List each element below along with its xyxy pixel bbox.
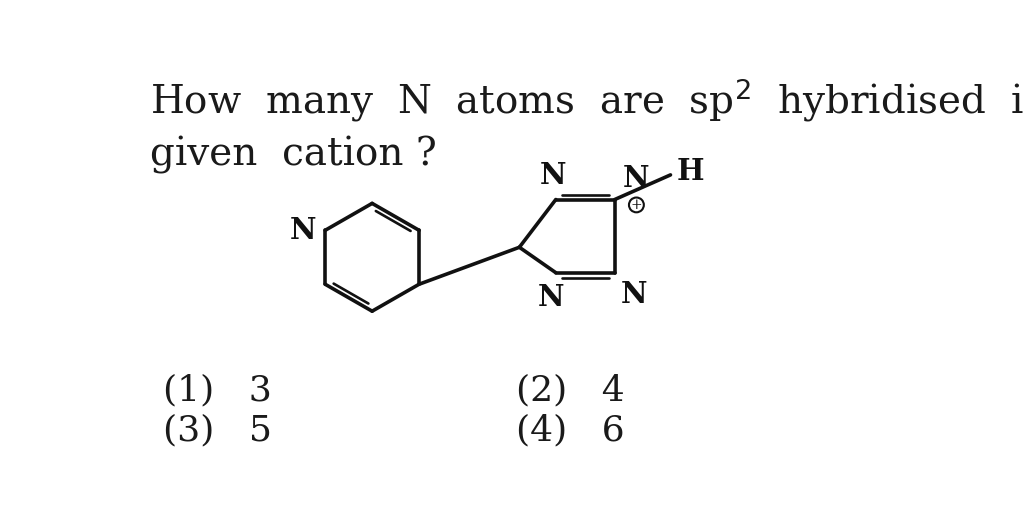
Text: N: N bbox=[538, 282, 564, 311]
Text: (4)   6: (4) 6 bbox=[515, 414, 624, 447]
Text: N: N bbox=[290, 216, 315, 245]
Text: +: + bbox=[631, 198, 642, 212]
Text: How  many  N  atoms  are  sp$^2$  hybridised  in: How many N atoms are sp$^2$ hybridised i… bbox=[150, 76, 1024, 124]
Text: H: H bbox=[677, 157, 705, 186]
Text: given  cation ?: given cation ? bbox=[150, 136, 436, 174]
Text: N: N bbox=[621, 280, 647, 309]
Text: (2)   4: (2) 4 bbox=[515, 374, 625, 407]
Text: N: N bbox=[623, 164, 649, 193]
Text: (1)   3: (1) 3 bbox=[163, 374, 271, 407]
Text: (3)   5: (3) 5 bbox=[163, 414, 272, 447]
Text: N: N bbox=[540, 161, 566, 190]
